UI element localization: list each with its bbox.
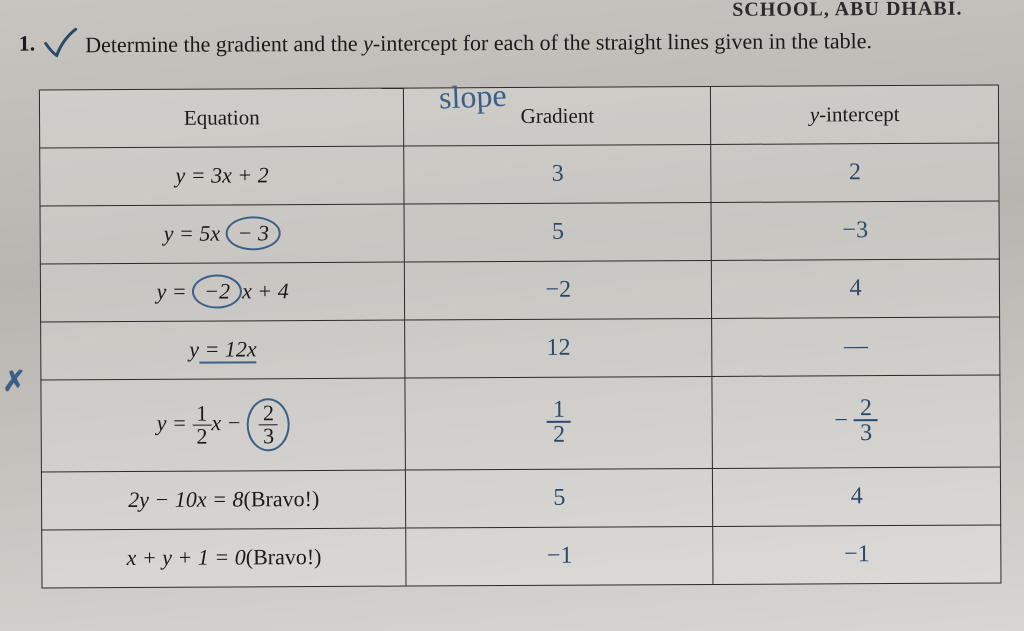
eq-full: x + y + 1 = 0 — [127, 545, 246, 571]
intercept-cell: − 23 — [712, 375, 1000, 469]
table-row: 2y − 10x = 8(Bravo!) 5 4 — [41, 467, 1000, 530]
eq-lhs: y — [189, 337, 199, 362]
equation-cell: y = 3x + 2 — [40, 146, 405, 206]
intercept-cell: 4 — [712, 259, 1000, 319]
eq-lhs: y — [157, 410, 167, 435]
frac-num: 1 — [192, 402, 211, 425]
question-number: 1. — [19, 30, 36, 56]
equation-cell: 2y − 10x = 8(Bravo!) — [41, 470, 406, 530]
header-equation: Equation — [39, 88, 404, 148]
intercept-cell: −1 — [713, 525, 1001, 585]
table-row: y = 5x − 3 5 −3 — [40, 201, 999, 264]
fraction-1: 12 — [192, 402, 211, 447]
checkmark-icon — [45, 30, 75, 60]
eq-lhs: y — [175, 163, 185, 188]
eq-rhs: = 3x + 2 — [185, 163, 269, 188]
gradient-cell: 5 — [404, 202, 711, 262]
question-text-part1: Determine the gradient and the — [85, 31, 363, 57]
question-row: 1. Determine the gradient and the y-inte… — [19, 25, 1003, 61]
gradient-cell: 12 — [405, 318, 712, 378]
handwritten-slope-annotation: slope — [438, 77, 507, 117]
cross-mark-icon: ✗ — [2, 365, 26, 399]
table-row: y = 3x + 2 3 2 — [40, 143, 999, 206]
eq-rhs-before: = 5x — [173, 221, 220, 246]
bravo-text: (Bravo!) — [246, 544, 322, 569]
eq-eq: = — [166, 410, 192, 435]
question-text-part2: -intercept for each of the straight line… — [373, 28, 872, 56]
circled-coefficient: −2 — [192, 275, 242, 309]
circled-fraction: 23 — [247, 398, 290, 451]
gradient-cell: 5 — [406, 468, 713, 528]
intercept-cell: −3 — [711, 201, 999, 261]
int-sign: − — [834, 407, 854, 433]
eq-rhs-after: x + 4 — [242, 278, 289, 303]
frac-den: 2 — [547, 423, 571, 447]
frac-num: 2 — [854, 398, 878, 422]
frac-den: 3 — [259, 425, 278, 447]
table-header-row: Equation Gradient y-intercept — [39, 85, 998, 148]
frac-num: 1 — [547, 399, 571, 423]
intercept-cell: — — [712, 317, 1000, 377]
frac-den: 3 — [854, 421, 878, 445]
table-row: y = 12x − 23 12 − 23 — [41, 375, 1000, 472]
frac-num: 2 — [259, 402, 278, 425]
gradient-cell: 12 — [405, 376, 712, 470]
eq-mid: x − — [211, 410, 247, 435]
eq-lhs: y — [164, 221, 174, 246]
table-row: x + y + 1 = 0(Bravo!) −1 −1 — [42, 525, 1001, 588]
fraction-2: 23 — [259, 402, 278, 447]
equation-cell: x + y + 1 = 0(Bravo!) — [42, 528, 407, 588]
frac-den: 2 — [192, 425, 211, 447]
eq-rhs: = 12x — [199, 337, 257, 364]
gradient-cell: 3 — [404, 144, 711, 204]
intercept-y-var: y — [810, 102, 819, 126]
gradient-table: Equation Gradient y-intercept y = 3x + 2… — [39, 84, 1002, 588]
gradient-fraction: 12 — [547, 399, 571, 447]
y-variable: y — [363, 31, 373, 56]
header-text: SCHOOL, ABU DHABI. — [732, 0, 962, 22]
equation-cell: y = −2x + 4 — [40, 262, 405, 322]
bravo-text: (Bravo!) — [243, 486, 319, 511]
intercept-suffix: -intercept — [819, 102, 900, 126]
table-row: y = −2x + 4 −2 4 — [40, 259, 999, 322]
eq-eq: = — [166, 279, 192, 304]
equation-cell: y = 5x − 3 — [40, 204, 405, 264]
table-row: y = 12x 12 — — [41, 317, 1000, 380]
equation-cell: y = 12x — [41, 320, 406, 380]
intercept-fraction: 23 — [854, 398, 878, 446]
intercept-cell: 4 — [713, 467, 1001, 527]
intercept-cell: 2 — [711, 143, 999, 203]
question-text: Determine the gradient and the y-interce… — [85, 25, 1003, 61]
eq-full: 2y − 10x = 8 — [128, 487, 243, 513]
gradient-cell: −1 — [406, 526, 713, 586]
header-intercept: y-intercept — [711, 85, 999, 145]
circled-constant: − 3 — [226, 217, 282, 251]
gradient-cell: −2 — [405, 260, 712, 320]
equation-cell: y = 12x − 23 — [41, 378, 406, 472]
